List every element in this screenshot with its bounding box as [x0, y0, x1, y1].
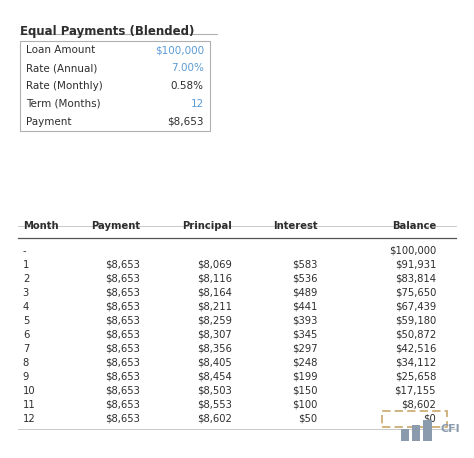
Text: Interest: Interest	[273, 221, 318, 231]
Text: 0.58%: 0.58%	[171, 81, 204, 91]
FancyBboxPatch shape	[401, 429, 409, 441]
Text: $75,650: $75,650	[395, 288, 436, 298]
Text: Term (Months): Term (Months)	[26, 99, 100, 109]
Text: $8,503: $8,503	[198, 386, 232, 396]
Text: $8,405: $8,405	[198, 358, 232, 368]
Text: $248: $248	[292, 358, 318, 368]
Text: $34,112: $34,112	[395, 358, 436, 368]
Text: 5: 5	[23, 316, 29, 326]
Text: 10: 10	[23, 386, 36, 396]
Text: $25,658: $25,658	[395, 372, 436, 382]
Text: 12: 12	[191, 99, 204, 109]
Text: $50,872: $50,872	[395, 330, 436, 340]
Text: $17,155: $17,155	[394, 386, 436, 396]
Text: 2: 2	[23, 274, 29, 284]
Text: 1: 1	[23, 260, 29, 270]
Text: $42,516: $42,516	[395, 344, 436, 354]
Text: $8,653: $8,653	[105, 344, 140, 354]
Text: $100,000: $100,000	[155, 45, 204, 55]
Text: $8,653: $8,653	[105, 400, 140, 409]
Text: $8,653: $8,653	[105, 288, 140, 298]
Text: 3: 3	[23, 288, 29, 298]
Text: $8,653: $8,653	[105, 414, 140, 424]
Text: Balance: Balance	[392, 221, 436, 231]
Text: $393: $393	[292, 316, 318, 326]
Text: Equal Payments (Blended): Equal Payments (Blended)	[20, 25, 194, 38]
Text: $8,164: $8,164	[197, 288, 232, 298]
Text: Payment: Payment	[26, 117, 71, 126]
Text: $8,259: $8,259	[197, 316, 232, 326]
Text: Loan Amount: Loan Amount	[26, 45, 95, 55]
Text: $8,653: $8,653	[105, 372, 140, 382]
Text: 7: 7	[23, 344, 29, 354]
Text: $583: $583	[292, 260, 318, 270]
Text: $8,653: $8,653	[105, 316, 140, 326]
Text: 8: 8	[23, 358, 29, 368]
Text: $8,116: $8,116	[197, 274, 232, 284]
Text: $59,180: $59,180	[395, 316, 436, 326]
Text: $8,307: $8,307	[198, 330, 232, 340]
Text: $8,069: $8,069	[197, 260, 232, 270]
Text: 11: 11	[23, 400, 36, 409]
Text: Month: Month	[23, 221, 58, 231]
Text: $489: $489	[292, 288, 318, 298]
Text: $8,653: $8,653	[167, 117, 204, 126]
Text: -: -	[23, 246, 27, 256]
Text: $8,211: $8,211	[197, 302, 232, 312]
Text: $297: $297	[292, 344, 318, 354]
Text: $91,931: $91,931	[395, 260, 436, 270]
Text: $100: $100	[292, 400, 318, 409]
Text: Payment: Payment	[91, 221, 140, 231]
FancyBboxPatch shape	[423, 420, 432, 441]
Text: Rate (Annual): Rate (Annual)	[26, 63, 97, 73]
Text: $8,653: $8,653	[105, 260, 140, 270]
Text: $441: $441	[292, 302, 318, 312]
Text: 4: 4	[23, 302, 29, 312]
Text: $8,454: $8,454	[198, 372, 232, 382]
Text: CFI: CFI	[440, 424, 460, 434]
Text: $8,602: $8,602	[401, 400, 436, 409]
Text: 9: 9	[23, 372, 29, 382]
Text: $100,000: $100,000	[389, 246, 436, 256]
Text: Principal: Principal	[182, 221, 232, 231]
Text: $50: $50	[299, 414, 318, 424]
Text: $8,356: $8,356	[197, 344, 232, 354]
Text: $8,653: $8,653	[105, 358, 140, 368]
Text: $8,653: $8,653	[105, 386, 140, 396]
Text: 12: 12	[23, 414, 36, 424]
FancyBboxPatch shape	[20, 41, 210, 131]
Text: $0: $0	[423, 414, 436, 424]
Text: $67,439: $67,439	[395, 302, 436, 312]
Text: $8,602: $8,602	[197, 414, 232, 424]
Text: $8,653: $8,653	[105, 330, 140, 340]
Text: $8,653: $8,653	[105, 274, 140, 284]
FancyBboxPatch shape	[412, 425, 420, 441]
Text: $536: $536	[292, 274, 318, 284]
Text: Rate (Monthly): Rate (Monthly)	[26, 81, 102, 91]
Text: 6: 6	[23, 330, 29, 340]
Text: $199: $199	[292, 372, 318, 382]
Text: $8,653: $8,653	[105, 302, 140, 312]
FancyBboxPatch shape	[382, 411, 447, 427]
Text: 7.00%: 7.00%	[171, 63, 204, 73]
Text: $150: $150	[292, 386, 318, 396]
Text: $8,553: $8,553	[197, 400, 232, 409]
Text: $345: $345	[292, 330, 318, 340]
Text: $83,814: $83,814	[395, 274, 436, 284]
